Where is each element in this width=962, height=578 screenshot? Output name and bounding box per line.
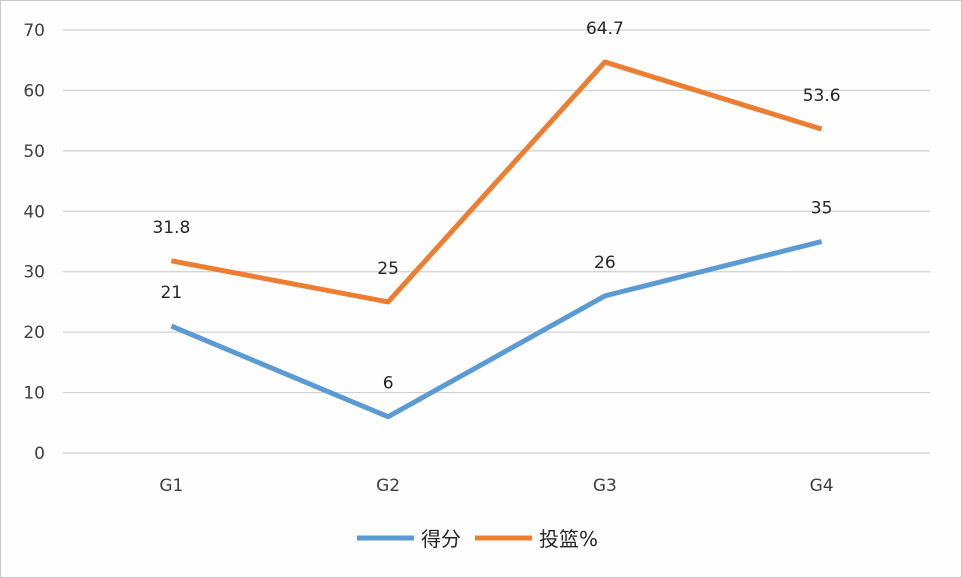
data-label: 64.7 [586, 19, 624, 39]
data-label: 53.6 [803, 86, 841, 106]
y-axis-labels: 0 10 20 30 40 50 60 70 [23, 21, 45, 464]
x-axis-labels: G1 G2 G3 G4 [159, 476, 833, 496]
series-line [170, 59, 823, 305]
y-tick-label: 20 [23, 323, 45, 343]
series-lines [170, 59, 823, 420]
gridlines [63, 29, 930, 454]
x-tick-label: G4 [810, 476, 834, 496]
data-label: 6 [383, 374, 394, 394]
data-label: 26 [594, 253, 616, 273]
data-labels: 21 6 26 35 31.8 25 64.7 53.6 [152, 19, 840, 394]
legend-label: 得分 [421, 527, 461, 551]
y-tick-label: 10 [23, 384, 45, 404]
x-tick-label: G3 [593, 476, 617, 496]
y-tick-label: 60 [23, 81, 45, 101]
y-tick-label: 40 [23, 202, 45, 222]
data-label: 35 [811, 199, 833, 219]
y-tick-label: 30 [23, 263, 45, 283]
data-label: 21 [161, 283, 183, 303]
x-tick-label: G1 [159, 476, 183, 496]
legend: 得分 投篮% [357, 527, 598, 551]
y-tick-label: 50 [23, 142, 45, 162]
x-tick-label: G2 [376, 476, 400, 496]
series-line [170, 239, 823, 420]
y-tick-label: 0 [34, 444, 45, 464]
y-tick-label: 70 [23, 21, 45, 41]
legend-label: 投篮% [539, 527, 598, 551]
data-label: 31.8 [152, 218, 190, 238]
data-label: 25 [377, 259, 399, 279]
